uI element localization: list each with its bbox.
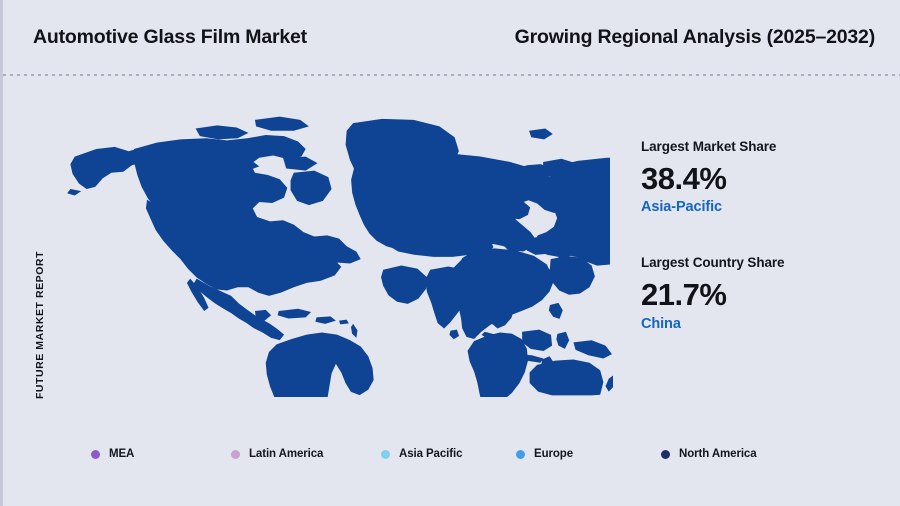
region-sulawesi [556, 331, 570, 349]
region-sumatra [481, 331, 517, 351]
legend-dot-icon-north-america [661, 449, 670, 459]
region-sea-mainland [480, 293, 515, 329]
legend-item-mea: MEA [91, 448, 231, 460]
region-hispaniola [315, 316, 336, 324]
region-siberia-main [351, 153, 571, 252]
brand-rail: FUTURE MARKET REPORT [29, 230, 51, 420]
region-arctic-islands-1 [195, 125, 249, 140]
legend-dot-icon-europe [516, 449, 525, 459]
region-arctic-islands-5 [252, 142, 292, 155]
region-svalbard [529, 128, 553, 140]
region-arctic-islands-4 [213, 144, 247, 155]
header-divider [3, 74, 900, 76]
region-mexico [193, 278, 285, 341]
region-japan [552, 241, 573, 269]
region-baffin [290, 170, 332, 206]
stats-panel: Largest Market Share 38.4% Asia-Pacific … [641, 139, 881, 333]
page-title: Automotive Glass Film Market [33, 26, 307, 48]
region-borneo [522, 329, 553, 351]
region-java [514, 354, 544, 363]
stat-region-country-share: China [641, 315, 681, 332]
legend: MEA Latin America Asia Pacific Europe No… [91, 448, 791, 460]
header: Automotive Glass Film Market Growing Reg… [3, 0, 900, 75]
region-middle-east [549, 255, 595, 295]
region-usa [145, 199, 342, 296]
region-arctic-islands-7 [229, 159, 260, 172]
legend-item-asia-pacific: Asia Pacific [381, 448, 516, 460]
region-philippines [548, 302, 563, 319]
region-alaska [70, 146, 146, 189]
region-china [458, 248, 553, 302]
header-subtitle: Growing Regional Analysis (2025–2032) [514, 26, 876, 48]
region-asia-central [574, 218, 610, 266]
region-victoria-island [200, 152, 234, 167]
stat-label-market-share: Largest Market Share [641, 139, 777, 154]
legend-item-north-america: North America [661, 448, 757, 460]
legend-label-europe: Europe [534, 448, 574, 460]
stat-block-market-share: Largest Market Share 38.4% Asia-Pacific [641, 139, 881, 216]
legend-label-asia-pacific: Asia Pacific [399, 448, 463, 460]
legend-label-latin-america: Latin America [249, 448, 324, 460]
region-arctic-islands-2 [254, 116, 309, 131]
region-central-asia [389, 235, 480, 257]
legend-item-latin-america: Latin America [231, 448, 381, 460]
region-aleutians [67, 188, 82, 196]
region-arctic-islands-6 [283, 156, 318, 171]
region-new-zealand [605, 375, 613, 392]
legend-dot-icon-latin-america [231, 449, 240, 459]
region-india [424, 266, 473, 329]
world-map-east-svg [351, 153, 613, 396]
region-puerto-rico [339, 319, 349, 325]
region-south-america [265, 332, 374, 397]
region-arctic-islands-3 [170, 140, 201, 151]
legend-label-mea: MEA [109, 448, 135, 460]
stat-label-country-share: Largest Country Share [641, 255, 785, 271]
stat-value-market-share: 38.4% [641, 160, 727, 196]
region-australia [529, 359, 604, 396]
region-baja [186, 278, 209, 311]
region-arabia [381, 265, 427, 304]
region-kamchatka [562, 189, 578, 221]
region-lesser-antilles [350, 323, 358, 338]
legend-item-europe: Europe [516, 448, 661, 460]
region-sri-lanka [449, 329, 460, 340]
brand-label: FUTURE MARKET REPORT [34, 250, 46, 400]
legend-dot-icon-asia-pacific [381, 449, 390, 459]
region-cuba [277, 308, 312, 319]
stat-region-market-share: Asia-Pacific [641, 199, 723, 216]
stat-value-country-share: 21.7% [641, 277, 727, 313]
map-landmasses-east-group [351, 153, 613, 396]
stat-block-country-share: Largest Country Share 21.7% China [641, 255, 881, 332]
region-yucatan [254, 309, 272, 321]
legend-label-north-america: North America [679, 448, 757, 460]
world-map-east [303, 97, 613, 397]
region-papua [573, 340, 612, 359]
legend-dot-icon-mea [91, 449, 100, 459]
